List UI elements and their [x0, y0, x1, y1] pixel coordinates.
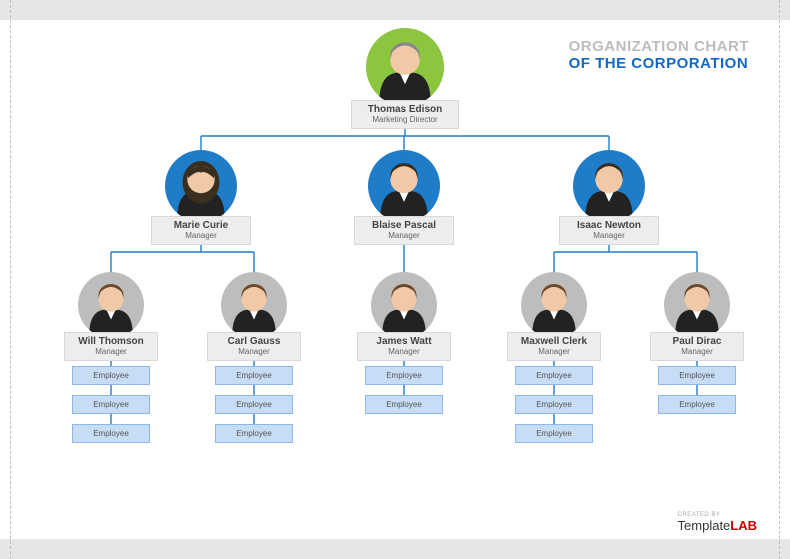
node-mid1: Marie Curie Manager	[151, 150, 251, 245]
node-low2: Carl Gauss Manager	[207, 272, 301, 361]
node-label: Blaise Pascal Manager	[354, 216, 454, 245]
employee-box: Employee	[215, 366, 293, 385]
employee-column-low5: Employee Employee	[658, 366, 736, 424]
employee-box: Employee	[72, 424, 150, 443]
employee-box: Employee	[658, 395, 736, 414]
node-label: Carl Gauss Manager	[207, 332, 301, 361]
node-name: Marie Curie	[158, 220, 244, 231]
employee-box: Employee	[215, 395, 293, 414]
employee-box: Employee	[365, 395, 443, 414]
employee-box: Employee	[515, 424, 593, 443]
node-name: Blaise Pascal	[361, 220, 447, 231]
node-role: Manager	[657, 347, 737, 356]
employee-box: Employee	[515, 395, 593, 414]
node-name: Maxwell Clerk	[514, 336, 594, 347]
node-low3: James Watt Manager	[357, 272, 451, 361]
node-label: Will Thomson Manager	[64, 332, 158, 361]
node-label: Isaac Newton Manager	[559, 216, 659, 245]
node-label: Marie Curie Manager	[151, 216, 251, 245]
node-role: Manager	[566, 231, 652, 240]
avatar-icon	[368, 150, 440, 222]
employee-box: Employee	[215, 424, 293, 443]
node-name: Carl Gauss	[214, 336, 294, 347]
logo-template: Template	[678, 518, 731, 533]
employee-box: Employee	[365, 366, 443, 385]
employee-box: Employee	[515, 366, 593, 385]
node-low5: Paul Dirac Manager	[650, 272, 744, 361]
logo-lab: LAB	[730, 518, 757, 533]
node-name: Will Thomson	[71, 336, 151, 347]
avatar-icon	[366, 28, 444, 106]
title-line1: ORGANIZATION CHART	[569, 38, 749, 55]
chart-title: ORGANIZATION CHART OF THE CORPORATION	[569, 38, 749, 72]
canvas: ORGANIZATION CHART OF THE CORPORATION Th…	[11, 20, 779, 539]
logo: CREATED BY TemplateLAB	[678, 512, 757, 533]
node-role: Manager	[158, 231, 244, 240]
right-dash	[779, 0, 780, 559]
avatar-icon	[573, 150, 645, 222]
node-role: Marketing Director	[358, 115, 452, 124]
top-bar	[0, 0, 790, 20]
employee-box: Employee	[658, 366, 736, 385]
avatar-icon	[78, 272, 144, 338]
title-line2: OF THE CORPORATION	[569, 55, 749, 72]
employee-box: Employee	[72, 366, 150, 385]
employee-box: Employee	[72, 395, 150, 414]
node-role: Manager	[364, 347, 444, 356]
node-low1: Will Thomson Manager	[64, 272, 158, 361]
node-low4: Maxwell Clerk Manager	[507, 272, 601, 361]
employee-column-low4: Employee Employee Employee	[515, 366, 593, 453]
node-mid2: Blaise Pascal Manager	[354, 150, 454, 245]
avatar-icon	[664, 272, 730, 338]
node-name: Isaac Newton	[566, 220, 652, 231]
node-label: Paul Dirac Manager	[650, 332, 744, 361]
node-name: James Watt	[364, 336, 444, 347]
node-label: Maxwell Clerk Manager	[507, 332, 601, 361]
avatar-icon	[221, 272, 287, 338]
node-name: Thomas Edison	[358, 104, 452, 115]
employee-column-low2: Employee Employee Employee	[215, 366, 293, 453]
employee-column-low1: Employee Employee Employee	[72, 366, 150, 453]
node-label: James Watt Manager	[357, 332, 451, 361]
node-role: Manager	[71, 347, 151, 356]
node-role: Manager	[361, 231, 447, 240]
node-role: Manager	[514, 347, 594, 356]
avatar-icon	[521, 272, 587, 338]
avatar-icon	[165, 150, 237, 222]
bottom-bar	[0, 539, 790, 559]
node-role: Manager	[214, 347, 294, 356]
node-mid3: Isaac Newton Manager	[559, 150, 659, 245]
employee-column-low3: Employee Employee	[365, 366, 443, 424]
node-label: Thomas Edison Marketing Director	[351, 100, 459, 129]
node-name: Paul Dirac	[657, 336, 737, 347]
avatar-icon	[371, 272, 437, 338]
node-top: Thomas Edison Marketing Director	[351, 28, 459, 129]
